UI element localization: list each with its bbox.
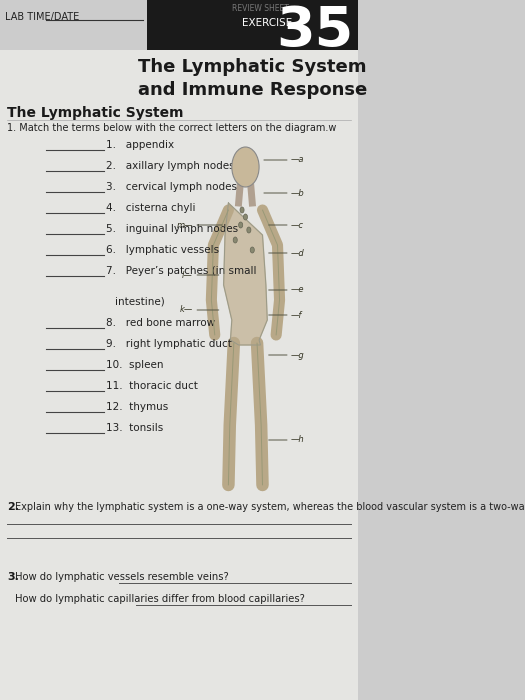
Circle shape (240, 207, 244, 213)
Text: 8.   red bone marrow: 8. red bone marrow (106, 318, 215, 328)
Text: 2.: 2. (7, 502, 19, 512)
Text: 11.  thoracic duct: 11. thoracic duct (106, 381, 197, 391)
Text: —d: —d (291, 248, 305, 258)
Circle shape (244, 214, 247, 220)
Text: EXERCISE: EXERCISE (242, 18, 292, 28)
Text: 2.   axillary lymph nodes: 2. axillary lymph nodes (106, 161, 234, 171)
Circle shape (239, 222, 243, 228)
Text: —b: —b (291, 188, 305, 197)
Text: 1. Match the terms below with the correct letters on the diagram.w: 1. Match the terms below with the correc… (7, 123, 336, 133)
Text: 3.: 3. (7, 572, 19, 582)
Text: 1.   appendix: 1. appendix (106, 140, 174, 150)
Circle shape (250, 247, 254, 253)
Text: —g: —g (291, 351, 305, 360)
Text: l—: l— (182, 270, 193, 279)
Text: Explain why the lymphatic system is a one-way system, whereas the blood vascular: Explain why the lymphatic system is a on… (15, 502, 525, 512)
Text: 9.   right lymphatic duct: 9. right lymphatic duct (106, 339, 232, 349)
Text: 7.   Peyer’s patches (in small: 7. Peyer’s patches (in small (106, 266, 256, 276)
Text: 4.   cisterna chyli: 4. cisterna chyli (106, 203, 195, 213)
Circle shape (247, 227, 251, 233)
Text: The Lymphatic System: The Lymphatic System (7, 106, 183, 120)
Circle shape (232, 147, 259, 187)
Text: 13.  tonsils: 13. tonsils (106, 423, 163, 433)
Text: The Lymphatic System
and Immune Response: The Lymphatic System and Immune Response (138, 58, 367, 99)
FancyBboxPatch shape (146, 0, 358, 50)
Text: —f: —f (291, 311, 302, 319)
Text: How do lymphatic capillaries differ from blood capillaries?: How do lymphatic capillaries differ from… (15, 594, 305, 604)
Polygon shape (224, 203, 267, 345)
Text: —e: —e (291, 286, 304, 295)
Text: —a: —a (291, 155, 304, 164)
Text: 35: 35 (276, 4, 353, 58)
Text: LAB TIME/DATE: LAB TIME/DATE (5, 12, 80, 22)
Text: m—: m— (176, 220, 193, 230)
Text: REVIEW SHEET: REVIEW SHEET (232, 4, 289, 13)
FancyBboxPatch shape (0, 50, 358, 700)
Text: How do lymphatic vessels resemble veins?: How do lymphatic vessels resemble veins? (15, 572, 229, 582)
Text: 12.  thymus: 12. thymus (106, 402, 168, 412)
Text: 3.   cervical lymph nodes: 3. cervical lymph nodes (106, 182, 237, 192)
Text: 10.  spleen: 10. spleen (106, 360, 163, 370)
Text: 6.   lymphatic vessels: 6. lymphatic vessels (106, 245, 219, 255)
Text: —h: —h (291, 435, 304, 444)
Text: intestine): intestine) (115, 297, 165, 307)
Circle shape (233, 237, 237, 243)
Text: 5.   inguinal lymph nodes: 5. inguinal lymph nodes (106, 224, 238, 234)
Text: k—: k— (180, 305, 193, 314)
Text: —c: —c (291, 220, 304, 230)
